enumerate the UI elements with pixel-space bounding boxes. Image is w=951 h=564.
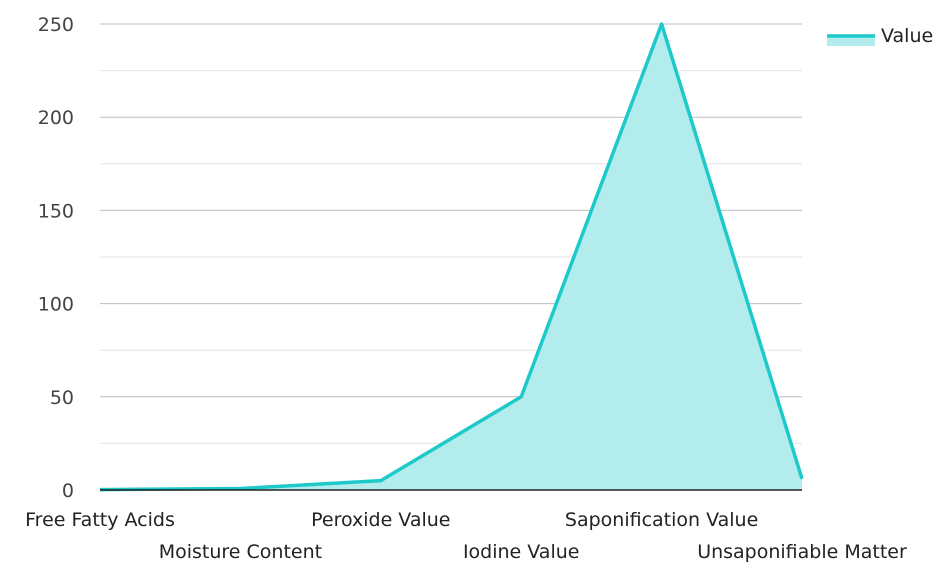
x-tick-label: Iodine Value [463,541,580,563]
y-axis: 0 50 100 150 200 250 [38,14,74,502]
series-area [99,22,804,492]
x-tick-label: Saponification Value [565,509,758,531]
series-fill [100,24,802,490]
y-tick-label: 200 [38,107,74,129]
x-tick-label: Free Fatty Acids [25,509,175,531]
series-line [99,22,804,492]
x-tick-label: Moisture Content [159,541,322,563]
legend: Value [827,25,933,47]
x-tick-label: Peroxide Value [311,509,450,531]
y-tick-label: 100 [38,294,74,316]
y-tick-label: 0 [62,480,74,502]
y-tick-label: 250 [38,14,74,36]
grid [100,23,802,444]
legend-label: Value [881,25,933,47]
x-tick-label: Unsaponifiable Matter [697,541,907,563]
y-tick-label: 150 [38,200,74,222]
y-tick-label: 50 [50,387,74,409]
legend-swatch [827,36,875,46]
x-axis: Free Fatty Acids Moisture Content Peroxide… [25,509,907,563]
